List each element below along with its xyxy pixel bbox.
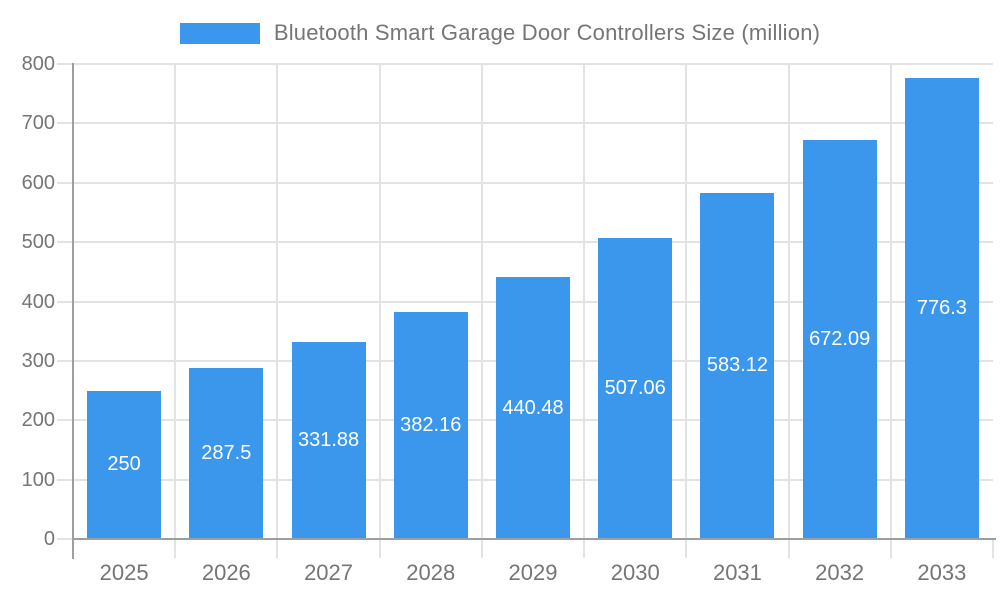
x-tick-label: 2028 bbox=[406, 560, 456, 585]
x-tick-label: 2029 bbox=[508, 560, 558, 585]
y-tick-label: 700 bbox=[21, 112, 55, 135]
y-tick-label: 100 bbox=[21, 468, 55, 491]
bar-value-label: 250 bbox=[107, 453, 141, 476]
bar-value-label: 287.5 bbox=[201, 442, 252, 465]
x-tick-label: 2031 bbox=[712, 560, 762, 585]
category-gridline bbox=[889, 64, 892, 558]
bar: 672.09 bbox=[802, 139, 877, 539]
x-tick-label: 2032 bbox=[815, 560, 865, 585]
y-tick bbox=[57, 538, 73, 540]
legend-label: Bluetooth Smart Garage Door Controllers … bbox=[273, 20, 821, 45]
y-tick-label: 600 bbox=[21, 171, 55, 194]
y-gridline bbox=[73, 241, 993, 244]
y-tick bbox=[57, 241, 73, 244]
category-gridline bbox=[787, 64, 790, 558]
category-gridline bbox=[378, 64, 381, 558]
x-tick-label: 2027 bbox=[304, 560, 354, 585]
y-gridline bbox=[73, 122, 993, 125]
x-tick-label: 2026 bbox=[201, 560, 251, 585]
bar-value-label: 583.12 bbox=[706, 354, 769, 377]
category-gridline bbox=[276, 64, 279, 558]
bar: 440.48 bbox=[496, 277, 570, 539]
category-gridline bbox=[174, 64, 177, 558]
bar-value-label: 382.16 bbox=[400, 414, 462, 437]
category-gridline bbox=[992, 539, 994, 558]
y-tick bbox=[57, 63, 73, 65]
y-tick-label: 0 bbox=[43, 528, 55, 550]
chart-legend: Bluetooth Smart Garage Door Controllers … bbox=[0, 20, 1000, 46]
y-tick bbox=[57, 300, 73, 303]
bar: 382.16 bbox=[393, 312, 468, 539]
x-tick-label: 2025 bbox=[99, 560, 149, 585]
bar: 287.5 bbox=[189, 368, 264, 539]
x-axis-line bbox=[72, 538, 996, 540]
bar: 776.3 bbox=[904, 78, 979, 539]
y-tick bbox=[57, 181, 73, 184]
bar: 583.12 bbox=[700, 192, 775, 539]
y-tick-label: 200 bbox=[21, 409, 55, 432]
category-gridline bbox=[583, 64, 586, 558]
bar-value-label: 776.3 bbox=[916, 297, 967, 320]
bar-value-label: 507.06 bbox=[604, 376, 666, 399]
bar: 250 bbox=[87, 390, 162, 539]
x-tick-label: 2030 bbox=[610, 560, 660, 585]
y-tick bbox=[57, 359, 73, 362]
y-gridline bbox=[73, 181, 993, 184]
bar: 507.06 bbox=[598, 237, 673, 539]
legend-swatch bbox=[179, 22, 260, 44]
y-gridline bbox=[73, 63, 993, 65]
y-tick-label: 800 bbox=[21, 53, 55, 75]
bar-value-label: 440.48 bbox=[502, 396, 564, 419]
y-tick-label: 400 bbox=[21, 290, 55, 313]
y-tick bbox=[57, 122, 73, 125]
bar-value-label: 331.88 bbox=[297, 428, 360, 451]
y-tick-label: 300 bbox=[21, 349, 55, 372]
bar-value-label: 672.09 bbox=[809, 327, 871, 350]
y-tick-label: 500 bbox=[21, 231, 55, 254]
bar: 331.88 bbox=[291, 341, 366, 539]
y-axis-line bbox=[72, 63, 74, 559]
category-gridline bbox=[685, 64, 688, 558]
y-tick bbox=[57, 478, 73, 481]
y-tick bbox=[57, 419, 73, 422]
x-tick-label: 2033 bbox=[917, 560, 967, 585]
category-gridline bbox=[480, 64, 483, 558]
